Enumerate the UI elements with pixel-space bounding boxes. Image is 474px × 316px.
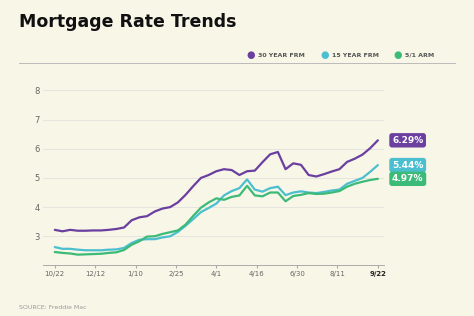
Text: 30 YEAR FRM: 30 YEAR FRM: [258, 53, 305, 58]
Text: ●: ●: [393, 50, 402, 60]
Text: Mortgage Rate Trends: Mortgage Rate Trends: [19, 13, 237, 31]
Text: 4.97%: 4.97%: [392, 174, 423, 183]
Text: 15 YEAR FRM: 15 YEAR FRM: [332, 53, 379, 58]
Text: 6.29%: 6.29%: [392, 136, 423, 145]
Text: ●: ●: [320, 50, 328, 60]
Text: 5.44%: 5.44%: [392, 161, 423, 170]
Text: 5/1 ARM: 5/1 ARM: [405, 53, 435, 58]
Text: SOURCE: Freddie Mac: SOURCE: Freddie Mac: [19, 305, 87, 310]
Text: ●: ●: [246, 50, 255, 60]
